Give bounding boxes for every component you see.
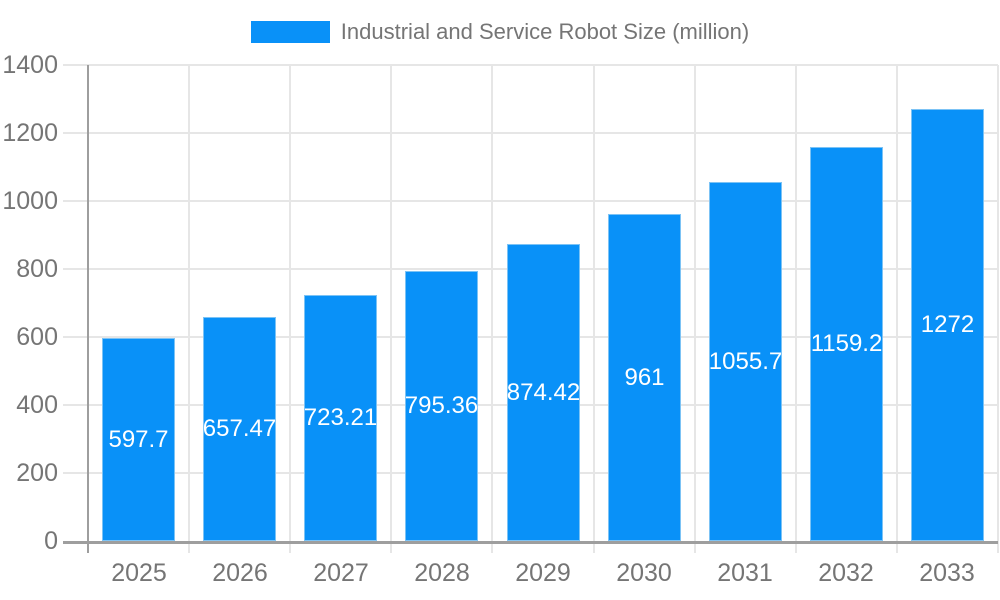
column-separator (289, 65, 292, 553)
x-tick-label: 2031 (717, 559, 773, 587)
column-separator (895, 65, 898, 553)
bar: 657.47 (203, 317, 276, 541)
y-tick-label: 0 (44, 527, 58, 555)
bar: 723.21 (304, 295, 377, 541)
chart-legend[interactable]: Industrial and Service Robot Size (milli… (0, 19, 1000, 44)
legend-label[interactable]: Industrial and Service Robot Size (milli… (340, 19, 750, 44)
x-tick-label: 2033 (919, 559, 975, 587)
column-separator (188, 65, 191, 553)
bar: 961 (608, 214, 681, 541)
bar-value-label: 597.7 (108, 425, 169, 453)
bar: 1055.7 (709, 182, 782, 541)
y-axis-line (87, 65, 89, 553)
y-tick-label: 600 (16, 323, 58, 351)
y-tick-label: 800 (16, 255, 58, 283)
column-separator (997, 65, 999, 553)
gridline (63, 132, 998, 134)
x-tick-label: 2028 (414, 559, 470, 587)
bar-value-label: 723.21 (303, 404, 378, 431)
gridline (63, 64, 998, 66)
y-tick-label: 1000 (2, 187, 58, 215)
bar-value-label: 961 (624, 363, 665, 391)
y-tick-label: 400 (16, 391, 58, 419)
y-tick-label: 1200 (2, 119, 58, 147)
legend-swatch[interactable] (250, 21, 330, 43)
bar-value-label: 1055.7 (708, 347, 783, 375)
bar-value-label: 657.47 (202, 415, 277, 442)
y-tick-label: 200 (16, 459, 58, 487)
column-separator (592, 65, 595, 553)
x-axis-line (63, 541, 998, 544)
x-tick-label: 2025 (111, 559, 167, 587)
gridline (63, 200, 998, 202)
bar-value-label: 1272 (920, 311, 975, 338)
x-tick-label: 2027 (313, 559, 369, 587)
x-tick-label: 2030 (616, 559, 672, 587)
column-separator (794, 65, 797, 553)
bar: 1159.2 (810, 147, 883, 541)
bar-value-label: 874.42 (506, 378, 581, 406)
bar-value-label: 795.36 (404, 392, 479, 419)
column-separator (390, 65, 393, 553)
column-separator (693, 65, 696, 553)
bar: 1272 (911, 109, 984, 541)
x-tick-label: 2032 (818, 559, 874, 587)
x-tick-label: 2029 (515, 559, 571, 587)
bar: 597.7 (102, 338, 175, 541)
x-tick-label: 2026 (212, 559, 268, 587)
bar: 874.42 (507, 244, 580, 541)
y-tick-label: 1400 (2, 51, 58, 79)
bar: 795.36 (405, 271, 478, 541)
column-separator (491, 65, 494, 553)
bar-value-label: 1159.2 (810, 330, 883, 357)
